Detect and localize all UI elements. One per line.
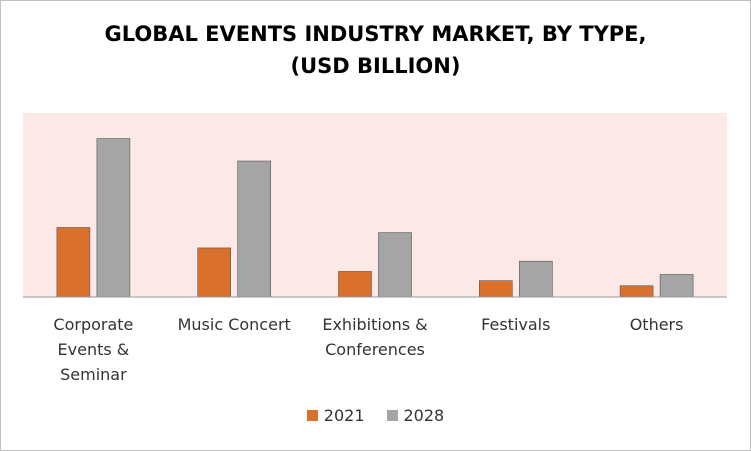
bar-2028-4 [659, 274, 694, 298]
bar-2021-3 [478, 280, 513, 298]
legend-label-2028: 2028 [403, 406, 445, 425]
bar-2028-2 [378, 232, 412, 298]
legend-item-2028: 2028 [386, 406, 445, 425]
x-tick-label-2: Exhibitions & Conferences [322, 315, 427, 359]
legend-swatch-2028 [386, 410, 398, 421]
x-tick-label-3: Festivals [481, 315, 550, 334]
legend-swatch-2021 [306, 410, 318, 421]
bar-2021-1 [197, 247, 231, 298]
bar-2028-1 [237, 160, 271, 298]
bar-2021-2 [338, 271, 372, 298]
bar-2028-3 [518, 260, 553, 298]
plot-area [23, 113, 727, 297]
chart-title-line-1: GLOBAL EVENTS INDUSTRY MARKET, BY TYPE, [104, 22, 647, 46]
bar-2028-0 [96, 138, 131, 298]
x-tick-label-1: Music Concert [178, 315, 291, 334]
chart-legend: 2021 2028 [0, 406, 751, 425]
legend-label-2021: 2021 [323, 406, 365, 425]
x-tick-label-4: Others [630, 315, 684, 334]
chart-title-line-2: (USD BILLION) [290, 54, 461, 78]
chart-title: GLOBAL EVENTS INDUSTRY MARKET, BY TYPE, … [0, 18, 751, 82]
legend-item-2021: 2021 [306, 406, 365, 425]
x-tick-label-0: Corporate Events & Seminar [53, 315, 133, 384]
bar-2021-0 [56, 227, 91, 298]
bar-2021-4 [619, 285, 654, 298]
